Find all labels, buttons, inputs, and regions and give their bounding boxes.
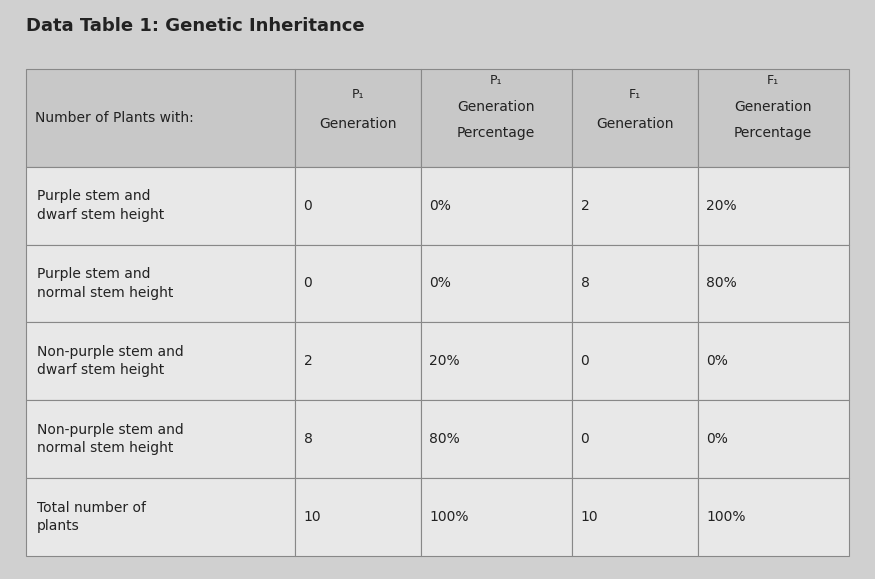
Text: 2: 2 [580,199,589,212]
Text: 8: 8 [304,432,312,446]
Text: Data Table 1: Genetic Inheritance: Data Table 1: Genetic Inheritance [26,17,365,35]
Text: 0%: 0% [430,199,452,212]
Bar [697,400,849,478]
Bar [295,69,421,167]
Text: F₁: F₁ [767,74,780,87]
Text: Generation: Generation [734,100,812,113]
Bar [295,244,421,323]
Text: Percentage: Percentage [734,126,812,140]
Text: 2: 2 [304,354,312,368]
Text: 10: 10 [304,510,321,524]
Text: 100%: 100% [706,510,745,524]
Text: Generation: Generation [596,117,674,131]
Bar [421,69,571,167]
Text: 20%: 20% [430,354,460,368]
Text: 80%: 80% [706,277,737,291]
Bar [295,478,421,556]
Text: Generation: Generation [319,117,396,131]
Bar [697,323,849,400]
Text: Purple stem and
dwarf stem height: Purple stem and dwarf stem height [37,189,164,222]
Text: Purple stem and
normal stem height: Purple stem and normal stem height [37,267,173,300]
Bar [421,167,571,244]
Text: 80%: 80% [430,432,460,446]
Bar [421,400,571,478]
Bar [26,167,295,244]
Bar [571,69,697,167]
Bar [697,244,849,323]
Text: 10: 10 [580,510,598,524]
Text: 20%: 20% [706,199,737,212]
Text: Total number of
plants: Total number of plants [37,501,146,533]
Text: 0: 0 [580,432,589,446]
Text: Number of Plants with:: Number of Plants with: [35,111,193,125]
Text: P₁: P₁ [352,89,364,101]
Bar [26,323,295,400]
Bar [421,323,571,400]
Text: 0%: 0% [706,432,728,446]
Text: 0%: 0% [430,277,452,291]
Bar [571,400,697,478]
Bar [697,167,849,244]
Bar [295,167,421,244]
Text: Non-purple stem and
dwarf stem height: Non-purple stem and dwarf stem height [37,345,184,378]
Text: P₁: P₁ [490,74,502,87]
Text: 100%: 100% [430,510,469,524]
Bar [26,478,295,556]
Bar [571,323,697,400]
Text: 8: 8 [580,277,590,291]
Bar [421,478,571,556]
Bar [26,69,295,167]
Text: Generation: Generation [458,100,535,113]
Bar [697,478,849,556]
Bar [697,69,849,167]
Text: Percentage: Percentage [457,126,536,140]
Bar [26,400,295,478]
Text: 0: 0 [304,199,312,212]
Text: 0: 0 [580,354,589,368]
Bar [26,244,295,323]
Text: 0: 0 [304,277,312,291]
Bar [571,478,697,556]
Text: F₁: F₁ [628,89,640,101]
Bar [421,244,571,323]
Text: 0%: 0% [706,354,728,368]
Bar [571,167,697,244]
Bar [295,400,421,478]
Bar [295,323,421,400]
Text: Non-purple stem and
normal stem height: Non-purple stem and normal stem height [37,423,184,455]
Bar [571,244,697,323]
